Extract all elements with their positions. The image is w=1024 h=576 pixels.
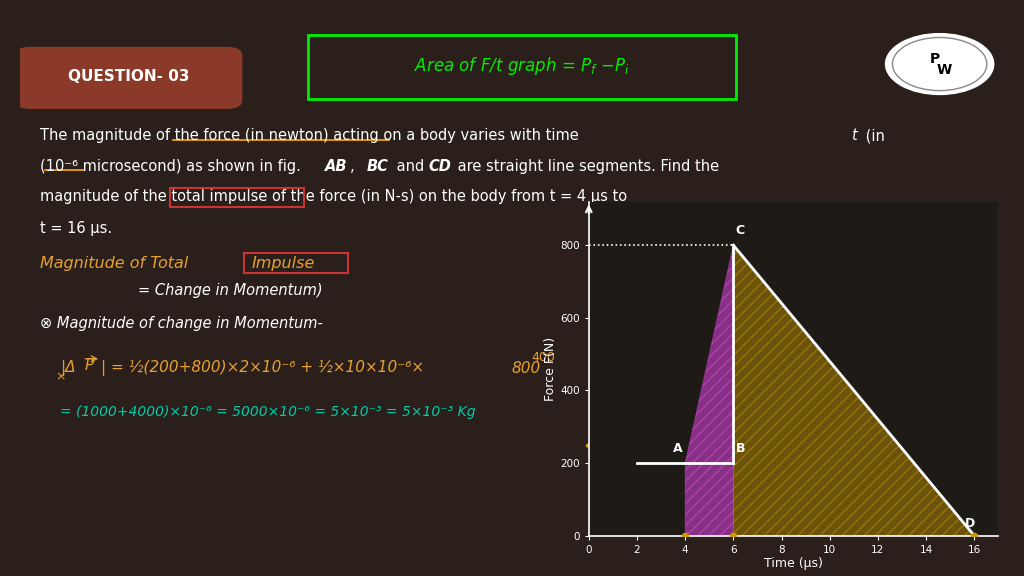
Text: t: t <box>851 128 857 143</box>
Text: ⊗ Magnitude of change in Momentum-: ⊗ Magnitude of change in Momentum- <box>40 316 323 331</box>
Text: Area of F/t graph = $\mathit{P_f}$ $-\mathit{P_i}$: Area of F/t graph = $\mathit{P_f}$ $-\ma… <box>414 55 630 77</box>
Text: The magnitude of the force (in newton) acting on a body varies with time: The magnitude of the force (in newton) a… <box>40 128 584 143</box>
Text: P: P <box>84 358 93 373</box>
Text: CD: CD <box>428 159 452 174</box>
Text: magnitude of the total impulse of the force (in N-s) on the body from t = 4 μs t: magnitude of the total impulse of the fo… <box>40 190 628 204</box>
Circle shape <box>886 33 993 94</box>
Text: ,: , <box>350 159 364 174</box>
Text: QUESTION- 03: QUESTION- 03 <box>68 69 189 84</box>
Text: 10: 10 <box>826 405 846 420</box>
Text: /s: /s <box>644 411 653 421</box>
Text: W: W <box>937 63 952 77</box>
Text: = Change in Momentum): = Change in Momentum) <box>138 283 323 298</box>
Text: |Δ: |Δ <box>59 360 76 376</box>
Polygon shape <box>733 245 974 536</box>
Text: B: B <box>736 442 745 455</box>
Text: (10⁻⁶ microsecond) as shown in fig.: (10⁻⁶ microsecond) as shown in fig. <box>40 159 305 174</box>
Text: C: C <box>736 224 744 237</box>
Text: D: D <box>965 517 975 529</box>
X-axis label: Time (μs): Time (μs) <box>764 558 823 570</box>
Text: Magnitude of Total: Magnitude of Total <box>40 256 194 271</box>
Text: = (1000+4000)×10⁻⁶ = 5000×10⁻⁶ = 5×10⁻³ = 5×10⁻³ Kg: = (1000+4000)×10⁻⁶ = 5000×10⁻⁶ = 5×10⁻³ … <box>59 406 475 419</box>
Text: = 0.005 Kgm/s: = 0.005 Kgm/s <box>657 406 765 419</box>
Text: ×: × <box>55 370 66 383</box>
Text: P: P <box>930 51 940 66</box>
Polygon shape <box>685 245 733 536</box>
Text: BC: BC <box>367 159 388 174</box>
Text: AB: AB <box>326 159 348 174</box>
Text: 400: 400 <box>531 351 556 363</box>
FancyBboxPatch shape <box>15 47 242 108</box>
Text: t = 16 μs.: t = 16 μs. <box>40 221 113 236</box>
Text: are straight line segments. Find the: are straight line segments. Find the <box>453 159 719 174</box>
Text: A: A <box>673 442 683 455</box>
Text: | = ½(200+800)×2×10⁻⁶ + ½×10×10⁻⁶×: | = ½(200+800)×2×10⁻⁶ + ½×10×10⁻⁶× <box>101 360 424 376</box>
Text: 800: 800 <box>512 361 542 376</box>
Text: m: m <box>630 406 643 419</box>
Text: (in: (in <box>861 128 885 143</box>
Text: and: and <box>392 159 433 174</box>
Text: Impulse: Impulse <box>252 256 314 271</box>
Y-axis label: Force F(N): Force F(N) <box>545 336 557 401</box>
